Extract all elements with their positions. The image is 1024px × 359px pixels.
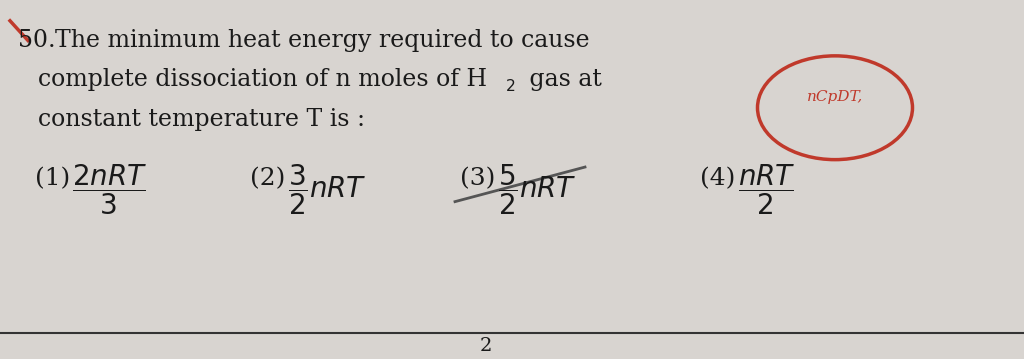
Text: 50.: 50. [18, 29, 55, 52]
Text: nCpDT,: nCpDT, [807, 90, 863, 104]
Text: $_{2}$: $_{2}$ [505, 72, 515, 94]
Text: The minimum heat energy required to cause: The minimum heat energy required to caus… [55, 29, 590, 52]
Text: 2: 2 [480, 337, 493, 355]
Text: $\dfrac{nRT}{2}$: $\dfrac{nRT}{2}$ [738, 162, 796, 217]
Text: gas at: gas at [522, 68, 602, 91]
Text: $\dfrac{3}{2}nRT$: $\dfrac{3}{2}nRT$ [288, 162, 367, 217]
Text: (1): (1) [35, 167, 71, 190]
Text: constant temperature T is :: constant temperature T is : [38, 108, 365, 131]
Text: (3): (3) [460, 167, 496, 190]
Text: complete dissociation of n moles of H: complete dissociation of n moles of H [38, 68, 487, 91]
Text: (2): (2) [250, 167, 286, 190]
Text: $\dfrac{5}{2}nRT$: $\dfrac{5}{2}nRT$ [498, 162, 577, 217]
Text: (4): (4) [700, 167, 735, 190]
Text: $\dfrac{2nRT}{3}$: $\dfrac{2nRT}{3}$ [72, 162, 147, 217]
